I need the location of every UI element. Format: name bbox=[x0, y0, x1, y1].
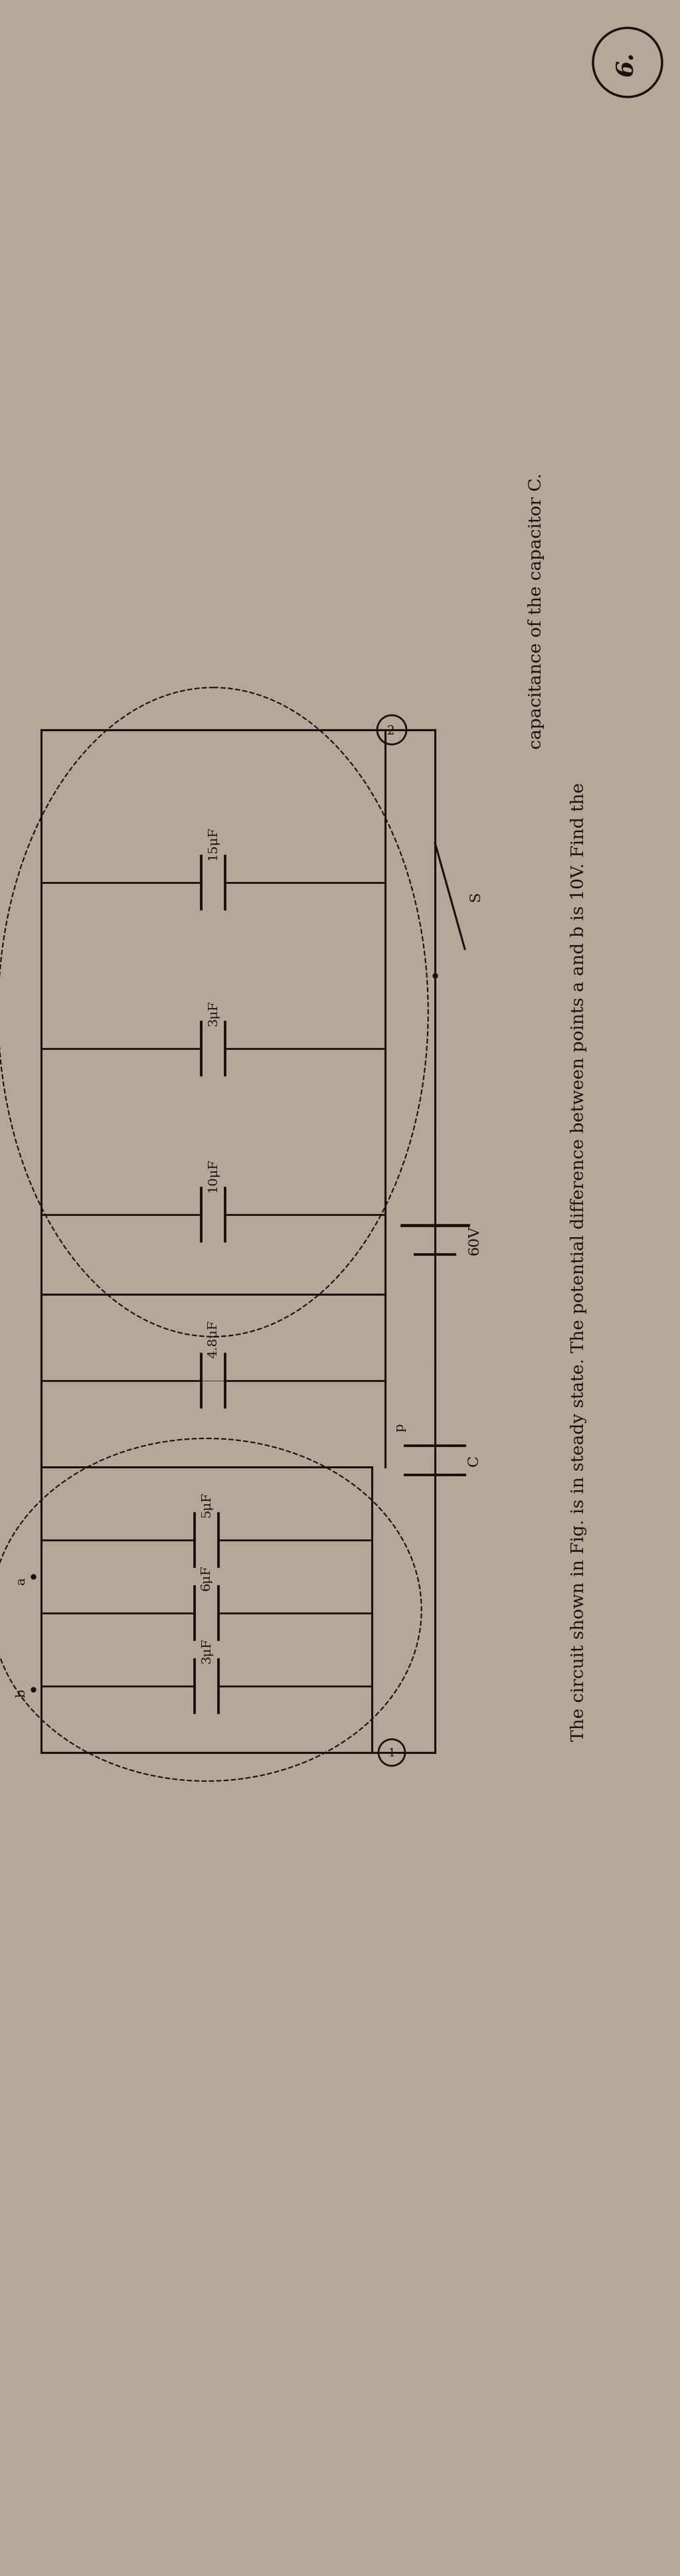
Text: capacitance of the capacitor C.: capacitance of the capacitor C. bbox=[528, 474, 545, 750]
Text: 3μF: 3μF bbox=[207, 999, 219, 1025]
Text: 6μF: 6μF bbox=[201, 1564, 212, 1589]
Text: 15μF: 15μF bbox=[207, 827, 219, 860]
Text: a: a bbox=[15, 1577, 27, 1584]
Text: p: p bbox=[394, 1425, 406, 1432]
Text: 60V: 60V bbox=[467, 1226, 481, 1255]
Text: 3μF: 3μF bbox=[201, 1638, 212, 1664]
Text: 1: 1 bbox=[388, 1747, 395, 1759]
Text: C: C bbox=[467, 1455, 481, 1466]
Text: 10μF: 10μF bbox=[207, 1157, 219, 1193]
Text: 6.: 6. bbox=[615, 52, 638, 77]
Text: 4.8μF: 4.8μF bbox=[207, 1319, 219, 1358]
Text: The circuit shown in Fig. is in steady state. The potential difference between p: The circuit shown in Fig. is in steady s… bbox=[571, 783, 588, 1741]
Text: 5μF: 5μF bbox=[201, 1492, 212, 1517]
Text: b: b bbox=[15, 1690, 27, 1698]
Text: S: S bbox=[468, 891, 483, 902]
Text: 2: 2 bbox=[388, 724, 395, 737]
